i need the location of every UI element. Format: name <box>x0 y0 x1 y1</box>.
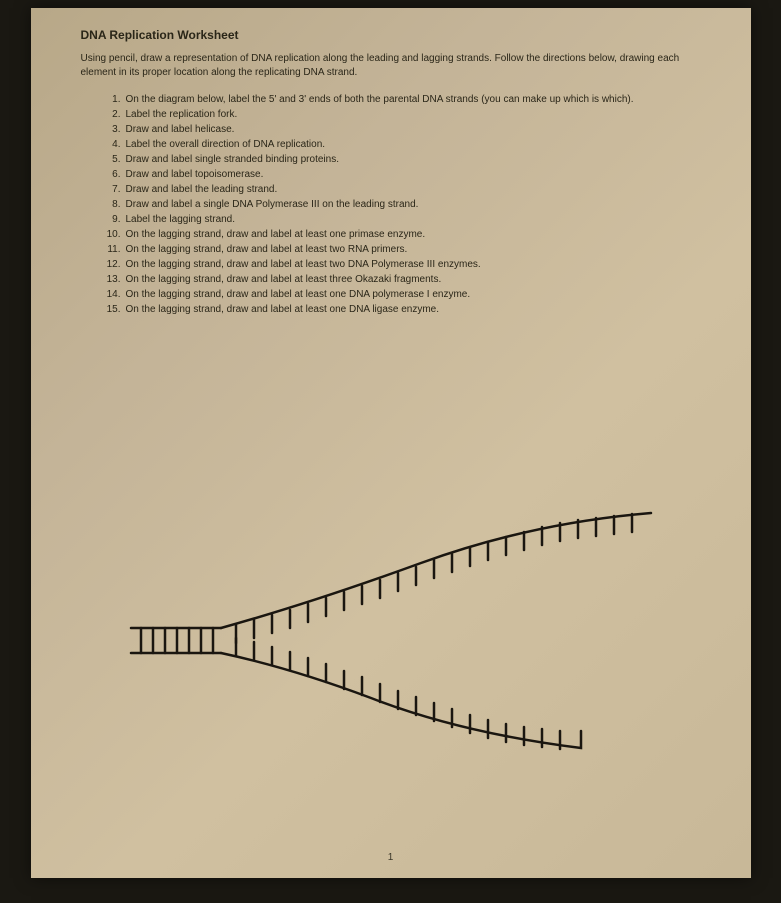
instruction-text: Label the overall direction of DNA repli… <box>126 139 326 150</box>
instruction-number: 15. <box>106 302 121 317</box>
instruction-item: 11. On the lagging strand, draw and label… <box>106 242 711 257</box>
instruction-text: Label the lagging strand. <box>126 214 236 225</box>
instruction-item: 14. On the lagging strand, draw and label… <box>106 287 711 302</box>
instruction-text: Draw and label single stranded binding p… <box>126 154 339 165</box>
instruction-item: 15. On the lagging strand, draw and label… <box>106 302 711 317</box>
instruction-number: 8. <box>106 197 121 212</box>
instruction-text: On the lagging strand, draw and label at… <box>126 289 471 300</box>
instruction-text: Draw and label topoisomerase. <box>126 169 264 180</box>
page-number: 1 <box>388 852 394 863</box>
instruction-text: Label the replication fork. <box>126 109 238 120</box>
instruction-number: 2. <box>106 107 121 122</box>
instruction-text: Draw and label a single DNA Polymerase I… <box>126 199 419 210</box>
instruction-item: 8. Draw and label a single DNA Polymerase… <box>106 197 711 212</box>
instruction-number: 4. <box>106 137 121 152</box>
instruction-item: 10. On the lagging strand, draw and label… <box>106 227 711 242</box>
instruction-number: 3. <box>106 122 121 137</box>
instruction-number: 6. <box>106 167 121 182</box>
instruction-item: 4. Label the overall direction of DNA rep… <box>106 137 711 152</box>
instruction-number: 14. <box>106 287 121 302</box>
instruction-item: 6. Draw and label topoisomerase. <box>106 167 711 182</box>
instruction-text: On the lagging strand, draw and label at… <box>126 274 442 285</box>
worksheet-page: DNA Replication Worksheet Using pencil, … <box>31 8 751 878</box>
worksheet-title: DNA Replication Worksheet <box>81 28 711 42</box>
dna-diagram <box>111 488 671 768</box>
intro-text: Using pencil, draw a representation of D… <box>81 52 711 80</box>
instruction-number: 10. <box>106 227 121 242</box>
instruction-item: 1. On the diagram below, label the 5' and… <box>106 92 711 107</box>
instruction-item: 3. Draw and label helicase. <box>106 122 711 137</box>
instructions-list: 1. On the diagram below, label the 5' and… <box>81 92 711 317</box>
instruction-text: On the diagram below, label the 5' and 3… <box>126 94 634 105</box>
instruction-text: On the lagging strand, draw and label at… <box>126 259 481 270</box>
instruction-number: 5. <box>106 152 121 167</box>
instruction-text: On the lagging strand, draw and label at… <box>126 244 408 255</box>
instruction-item: 5. Draw and label single stranded binding… <box>106 152 711 167</box>
instruction-text: Draw and label the leading strand. <box>126 184 278 195</box>
instruction-text: On the lagging strand, draw and label at… <box>126 304 440 315</box>
instruction-number: 7. <box>106 182 121 197</box>
dna-fork-svg <box>111 488 671 768</box>
instruction-item: 12. On the lagging strand, draw and label… <box>106 257 711 272</box>
instruction-number: 12. <box>106 257 121 272</box>
instruction-number: 13. <box>106 272 121 287</box>
instruction-item: 13. On the lagging strand, draw and label… <box>106 272 711 287</box>
instruction-text: On the lagging strand, draw and label at… <box>126 229 426 240</box>
instruction-item: 7. Draw and label the leading strand. <box>106 182 711 197</box>
instruction-item: 2. Label the replication fork. <box>106 107 711 122</box>
instruction-number: 9. <box>106 212 121 227</box>
instruction-number: 11. <box>106 242 121 257</box>
instruction-item: 9. Label the lagging strand. <box>106 212 711 227</box>
instruction-text: Draw and label helicase. <box>126 124 235 135</box>
instruction-number: 1. <box>106 92 121 107</box>
